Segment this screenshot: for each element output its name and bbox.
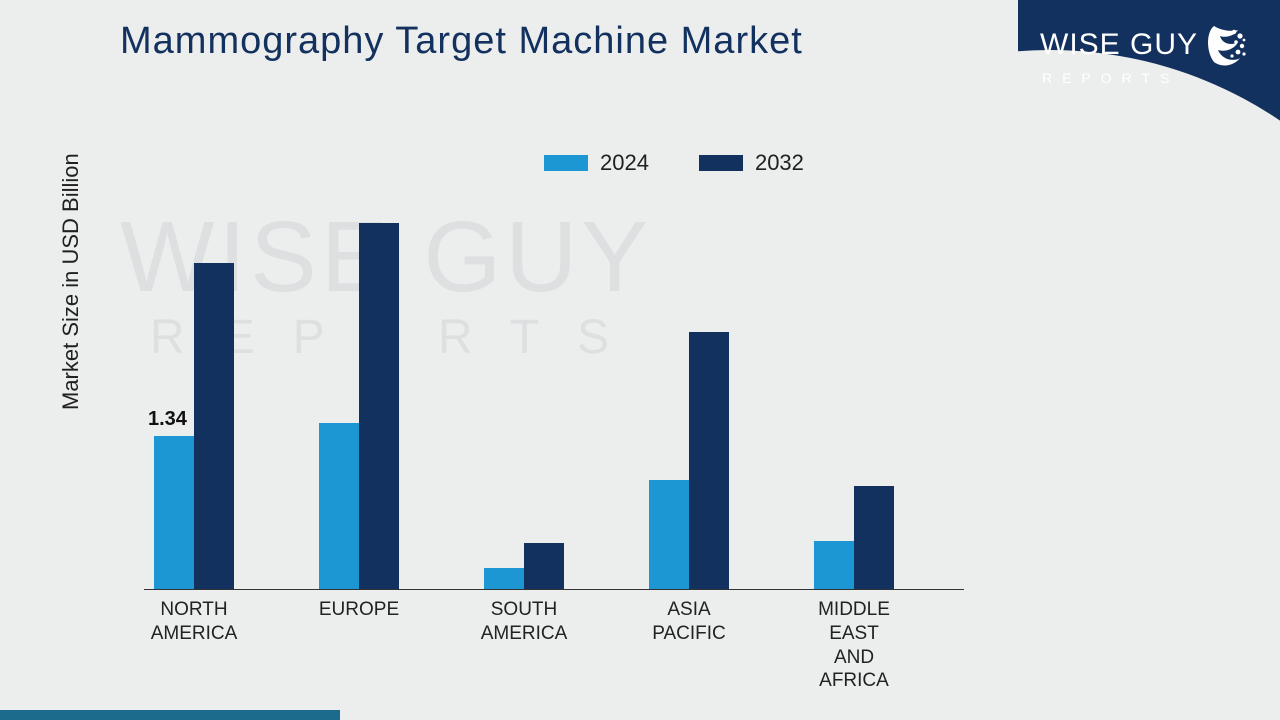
- brand-logo: WISE GUY REPORTS: [1040, 22, 1250, 86]
- plot-area: 1.34: [144, 190, 964, 590]
- bar: [484, 568, 524, 589]
- x-axis-category-label: SOUTHAMERICA: [449, 598, 599, 646]
- chart-canvas: WISE GUY REPORTS Mammography Target Mach…: [0, 0, 1280, 720]
- x-axis-category-label: ASIAPACIFIC: [614, 598, 764, 646]
- x-axis-category-label: EUROPE: [284, 598, 434, 622]
- bottom-accent-stripe: [0, 710, 340, 720]
- x-axis-category-label: NORTHAMERICA: [119, 598, 269, 646]
- chart-title: Mammography Target Machine Market: [120, 20, 803, 63]
- legend-label-2032: 2032: [755, 150, 804, 176]
- x-axis-category-label: MIDDLEEASTANDAFRICA: [779, 598, 929, 693]
- bar: [154, 436, 194, 589]
- legend-item-2032: 2032: [699, 150, 804, 176]
- x-axis-baseline: [144, 589, 964, 590]
- legend-swatch-2032: [699, 155, 743, 171]
- logo-head-icon: [1204, 22, 1250, 68]
- y-axis-label: Market Size in USD Billion: [58, 153, 84, 410]
- bar-value-label: 1.34: [148, 408, 187, 431]
- legend-item-2024: 2024: [544, 150, 649, 176]
- logo-main-text: WISE GUY: [1040, 28, 1198, 62]
- bar: [524, 543, 564, 589]
- chart-legend: 2024 2032: [544, 150, 804, 176]
- legend-swatch-2024: [544, 155, 588, 171]
- bar: [689, 332, 729, 589]
- bar: [854, 486, 894, 589]
- logo-sub-text: REPORTS: [1042, 70, 1250, 86]
- bar-chart: Market Size in USD Billion 2024 2032 1.3…: [74, 150, 974, 670]
- bar: [649, 480, 689, 589]
- bar: [194, 263, 234, 589]
- bar: [319, 423, 359, 589]
- bar: [814, 541, 854, 589]
- bar: [359, 223, 399, 589]
- legend-label-2024: 2024: [600, 150, 649, 176]
